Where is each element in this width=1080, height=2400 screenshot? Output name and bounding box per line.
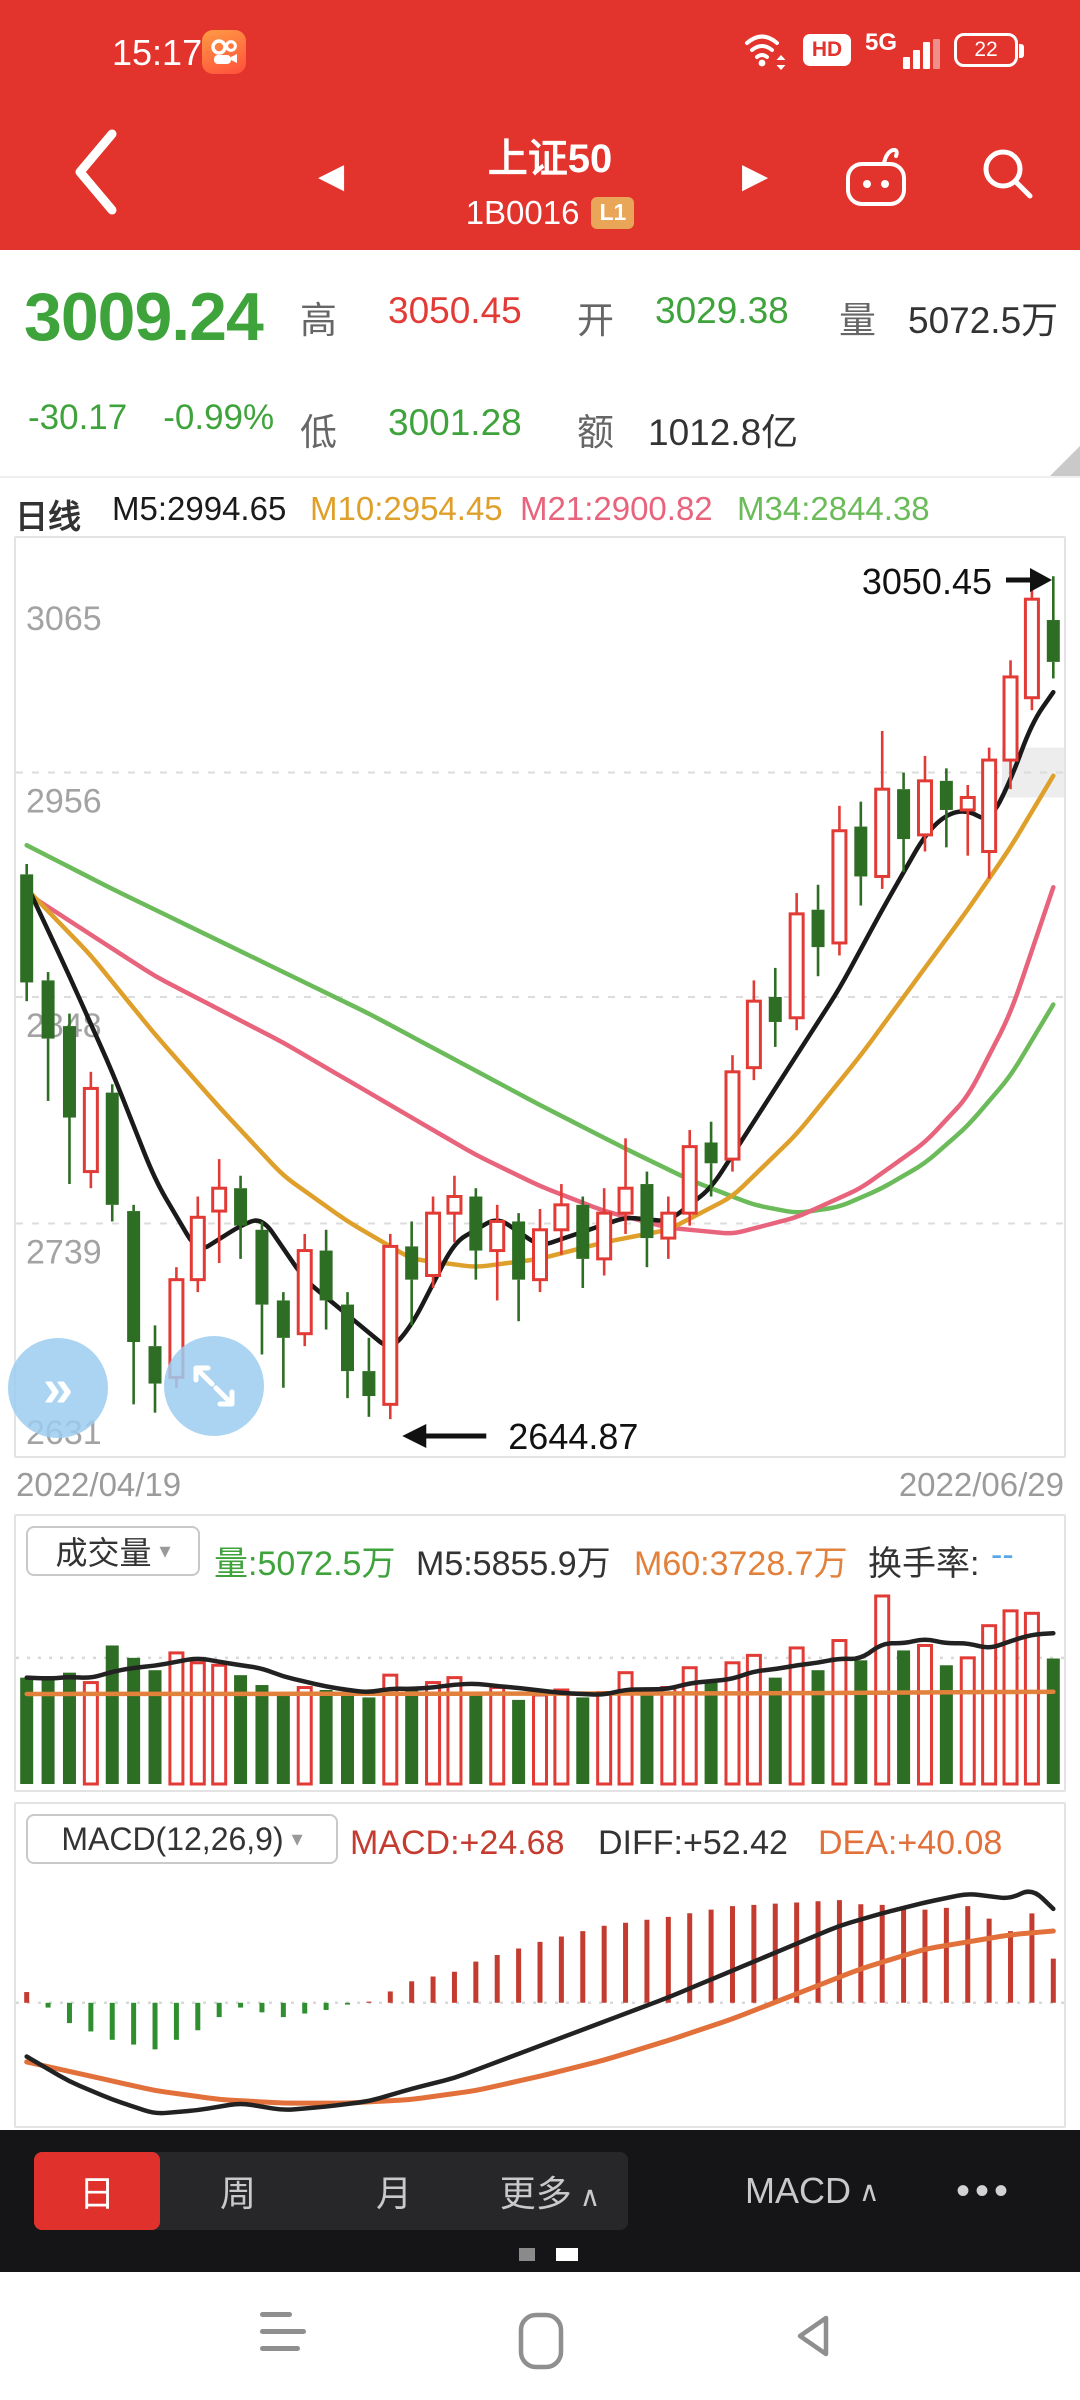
system-nav-bar [0,2272,1080,2400]
volume-today: 量:5072.5万 [214,1545,396,1583]
svg-text:2644.87: 2644.87 [508,1416,638,1456]
back-nav-icon[interactable] [790,2312,834,2360]
price-change: -30.17 [28,398,128,437]
tab-week[interactable]: 周 [219,2173,256,2214]
period-tab-group: 日 周 月 更多 ∧ [34,2152,628,2230]
last-price: 3009.24 [24,279,264,355]
quote-panel[interactable]: 3009.24 -30.17 -0.99% 高 3050.45 开 3029.38… [0,250,1080,478]
collapse-corner-icon[interactable] [1050,446,1080,476]
caret-up-icon: ∧ [859,2175,880,2207]
title-block: 上证50 1B0016 L1 [385,100,715,232]
svg-text:3065: 3065 [26,600,102,638]
battery-icon: 22 [954,33,1024,67]
axis-date-end: 2022/06/29 [898,1466,1064,1503]
macd-pane[interactable]: MACD(12,26,9) ▾ MACD:+24.68 DIFF:+52.42 … [14,1802,1066,2128]
diff-value: DIFF:+52.42 [598,1824,788,1862]
volume-svg [16,1594,1064,1786]
low-value: 3001.28 [388,402,522,443]
more-options-icon[interactable]: ••• [956,2168,1014,2213]
status-icons: HD 5G 22 [741,0,1024,100]
dropdown-caret-icon: ▾ [291,1826,303,1851]
hd-badge: HD [802,34,851,66]
macd-svg [16,1889,1064,2116]
open-label: 开 [577,300,614,341]
axis-date-start: 2022/04/19 [16,1466,182,1503]
caret-up-icon: ∧ [579,2181,601,2212]
home-icon[interactable] [518,2312,564,2370]
page-indicator-dot [519,2248,535,2261]
clock: 15:17 [112,32,203,73]
volume-label: 量 [839,300,876,341]
prev-stock-icon[interactable]: ◀ [318,157,345,195]
page-title: 上证50 [487,137,613,181]
volume-pane[interactable]: 成交量 ▾ 量:5072.5万 M5:5855.9万 M60:3728.7万 换… [14,1514,1066,1792]
dropdown-caret-icon: ▾ [159,1538,171,1563]
page-indicator-dot-active [556,2248,578,2261]
period-label[interactable]: 日线 [15,498,81,535]
macd-value: MACD:+24.68 [350,1824,565,1862]
volume-value: 5072.5万 [908,300,1059,341]
svg-text:2739: 2739 [26,1234,102,1272]
recents-icon[interactable] [260,2312,306,2363]
ma-legend-bar: 日线 M5:2994.65 M10:2954.45 M21:2900.82 M3… [0,478,1080,536]
next-stock-icon[interactable]: ▶ [742,157,769,195]
tab-month[interactable]: 月 [375,2173,412,2214]
high-value: 3050.45 [388,290,522,331]
search-icon[interactable] [976,142,1040,206]
quote-level-badge: L1 [591,197,635,229]
video-camera-icon [211,39,237,64]
expand-arrows-icon [193,1365,235,1407]
nav-bar: ◀ 上证50 1B0016 L1 ▶ [0,100,1080,250]
fast-scroll-button[interactable]: » [8,1338,108,1438]
high-label: 高 [300,300,337,341]
svg-text:3050.45: 3050.45 [862,561,992,602]
ma10-legend: M10:2954.45 [310,490,503,527]
price-change-pct: -0.99% [163,398,275,437]
turnover-value: -- [991,1536,1014,1574]
volume-ma5: M5:5855.9万 [416,1545,611,1583]
indicator-selector[interactable]: MACD ∧ [745,2170,880,2211]
volume-indicator-button[interactable]: 成交量 ▾ [26,1526,200,1576]
chart-toolbar: 日 周 月 更多 ∧ MACD ∧ ••• [0,2130,1080,2272]
amount-label: 额 [577,412,614,453]
ma34-legend: M34:2844.38 [737,490,930,527]
macd-indicator-button[interactable]: MACD(12,26,9) ▾ [26,1814,338,1864]
stock-code: 1B0016 [465,194,580,231]
wifi-icon [744,34,786,70]
kuaishou-app-icon [202,30,246,74]
volume-ma60: M60:3728.7万 [634,1545,848,1583]
tab-more[interactable]: 更多 ∧ [499,2173,601,2214]
ma5-legend: M5:2994.65 [112,490,287,527]
svg-text:2956: 2956 [26,783,102,821]
dea-value: DEA:+40.08 [818,1824,1003,1862]
date-axis: 2022/04/19 2022/06/29 [14,1462,1066,1510]
back-icon[interactable] [64,122,134,222]
turnover-label: 换手率: [868,1545,980,1583]
low-label: 低 [300,412,337,453]
status-bar: 15:17 HD 5G [0,0,1080,100]
fullscreen-expand-button[interactable] [164,1336,264,1436]
tab-day[interactable]: 日 [34,2152,160,2230]
assistant-robot-icon[interactable] [838,136,914,212]
signal-icon: 5G [865,31,940,69]
ma21-legend: M21:2900.82 [520,490,713,527]
open-value: 3029.38 [655,290,789,331]
amount-value: 1012.8亿 [648,412,799,453]
